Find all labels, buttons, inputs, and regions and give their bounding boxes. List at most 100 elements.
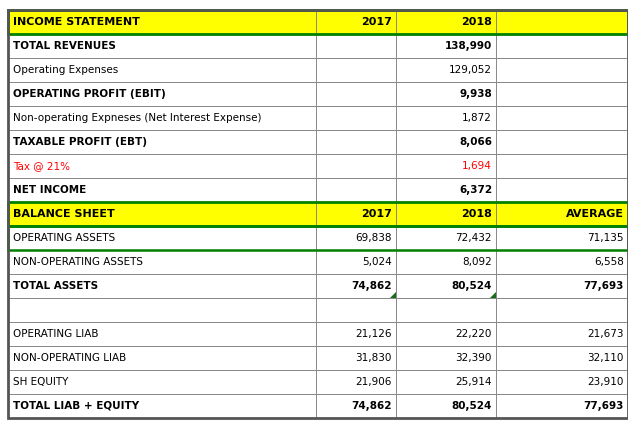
Bar bbox=[8, 34, 316, 58]
Text: 77,693: 77,693 bbox=[583, 401, 624, 411]
Bar bbox=[316, 10, 396, 34]
Bar bbox=[496, 370, 628, 394]
Text: 1,872: 1,872 bbox=[462, 113, 492, 123]
Bar bbox=[396, 346, 496, 370]
Bar bbox=[8, 250, 316, 274]
Text: 129,052: 129,052 bbox=[449, 65, 492, 75]
Bar bbox=[316, 178, 396, 202]
Bar bbox=[8, 58, 316, 82]
Text: 25,914: 25,914 bbox=[455, 377, 492, 387]
Bar bbox=[316, 298, 396, 322]
Bar bbox=[8, 322, 316, 346]
Bar bbox=[8, 274, 316, 298]
Bar bbox=[396, 370, 496, 394]
Bar bbox=[496, 154, 628, 178]
Text: Operating Expenses: Operating Expenses bbox=[13, 65, 118, 75]
Bar bbox=[396, 154, 496, 178]
Bar bbox=[396, 106, 496, 130]
Bar bbox=[316, 346, 396, 370]
Bar bbox=[396, 58, 496, 82]
Bar bbox=[396, 178, 496, 202]
Text: Non-operating Expneses (Net Interest Expense): Non-operating Expneses (Net Interest Exp… bbox=[13, 113, 261, 123]
Text: 69,838: 69,838 bbox=[355, 233, 392, 243]
Bar bbox=[316, 82, 396, 106]
Text: 5,024: 5,024 bbox=[362, 257, 392, 267]
Bar bbox=[8, 178, 316, 202]
Bar bbox=[316, 322, 396, 346]
Text: 77,693: 77,693 bbox=[583, 281, 624, 291]
Bar bbox=[496, 298, 628, 322]
Text: NET INCOME: NET INCOME bbox=[13, 185, 86, 195]
Text: 21,673: 21,673 bbox=[588, 329, 624, 339]
Text: 71,135: 71,135 bbox=[588, 233, 624, 243]
Text: 21,126: 21,126 bbox=[355, 329, 392, 339]
Bar bbox=[496, 130, 628, 154]
Bar bbox=[396, 34, 496, 58]
Text: 72,432: 72,432 bbox=[455, 233, 492, 243]
Text: 2017: 2017 bbox=[361, 209, 392, 219]
Text: 8,092: 8,092 bbox=[462, 257, 492, 267]
Text: 80,524: 80,524 bbox=[452, 401, 492, 411]
Bar bbox=[8, 370, 316, 394]
Bar bbox=[396, 10, 496, 34]
Text: 32,390: 32,390 bbox=[456, 353, 492, 363]
Bar bbox=[8, 202, 628, 226]
Bar bbox=[316, 58, 396, 82]
Text: 8,066: 8,066 bbox=[459, 137, 492, 147]
Text: TOTAL REVENUES: TOTAL REVENUES bbox=[13, 41, 116, 51]
Bar bbox=[316, 394, 396, 418]
Bar bbox=[8, 394, 316, 418]
Text: 21,906: 21,906 bbox=[355, 377, 392, 387]
Bar bbox=[396, 202, 496, 226]
Bar bbox=[396, 298, 496, 322]
Bar bbox=[8, 10, 628, 34]
Text: OPERATING ASSETS: OPERATING ASSETS bbox=[13, 233, 116, 243]
Text: NON-OPERATING LIAB: NON-OPERATING LIAB bbox=[13, 353, 126, 363]
Polygon shape bbox=[390, 292, 396, 298]
Bar bbox=[8, 130, 316, 154]
Text: SH EQUITY: SH EQUITY bbox=[13, 377, 68, 387]
Bar bbox=[496, 82, 628, 106]
Bar bbox=[8, 10, 316, 34]
Bar bbox=[8, 106, 316, 130]
Bar bbox=[496, 106, 628, 130]
Text: 80,524: 80,524 bbox=[452, 281, 492, 291]
Bar bbox=[8, 346, 316, 370]
Bar bbox=[396, 322, 496, 346]
Bar bbox=[8, 226, 316, 250]
Text: 2017: 2017 bbox=[361, 17, 392, 27]
Text: 2018: 2018 bbox=[461, 17, 492, 27]
Bar bbox=[396, 82, 496, 106]
Bar bbox=[496, 202, 628, 226]
Bar bbox=[396, 394, 496, 418]
Bar bbox=[496, 226, 628, 250]
Text: 1,694: 1,694 bbox=[462, 161, 492, 171]
Text: 31,830: 31,830 bbox=[355, 353, 392, 363]
Bar bbox=[316, 34, 396, 58]
Bar bbox=[496, 394, 628, 418]
Text: 9,938: 9,938 bbox=[459, 89, 492, 99]
Bar bbox=[396, 130, 496, 154]
Text: Tax @ 21%: Tax @ 21% bbox=[13, 161, 70, 171]
Text: 6,558: 6,558 bbox=[594, 257, 624, 267]
Bar bbox=[496, 250, 628, 274]
Bar bbox=[316, 130, 396, 154]
Text: 32,110: 32,110 bbox=[588, 353, 624, 363]
Bar bbox=[496, 10, 628, 34]
Text: TAXABLE PROFIT (EBT): TAXABLE PROFIT (EBT) bbox=[13, 137, 147, 147]
Text: 23,910: 23,910 bbox=[588, 377, 624, 387]
Bar bbox=[496, 178, 628, 202]
Text: 74,862: 74,862 bbox=[352, 281, 392, 291]
Bar bbox=[316, 154, 396, 178]
Polygon shape bbox=[490, 292, 496, 298]
Bar bbox=[496, 346, 628, 370]
Bar bbox=[316, 274, 396, 298]
Text: AVERAGE: AVERAGE bbox=[566, 209, 624, 219]
Text: TOTAL ASSETS: TOTAL ASSETS bbox=[13, 281, 98, 291]
Bar bbox=[8, 202, 316, 226]
Text: OPERATING PROFIT (EBIT): OPERATING PROFIT (EBIT) bbox=[13, 89, 166, 99]
Text: 22,220: 22,220 bbox=[456, 329, 492, 339]
Bar bbox=[496, 274, 628, 298]
Bar bbox=[8, 154, 316, 178]
Text: 6,372: 6,372 bbox=[459, 185, 492, 195]
